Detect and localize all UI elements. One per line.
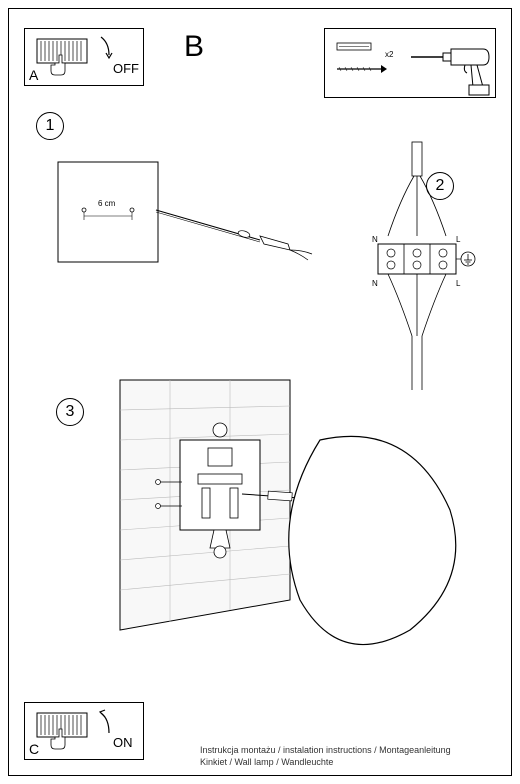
breaker-off-icon bbox=[31, 33, 121, 79]
breaker-on-icon bbox=[31, 707, 121, 753]
tools-box: x2 bbox=[324, 28, 496, 98]
panel-a: A OFF bbox=[24, 28, 144, 86]
footer-line1: Instrukcja montażu / instalation instruc… bbox=[200, 744, 451, 756]
step-1-label: 1 bbox=[46, 117, 55, 135]
footer: Instrukcja montażu / instalation instruc… bbox=[200, 744, 451, 768]
svg-text:L: L bbox=[456, 235, 461, 244]
qty-text: x2 bbox=[385, 50, 394, 59]
svg-text:N: N bbox=[372, 235, 378, 244]
footer-line2: Kinkiet / Wall lamp / Wandleuchte bbox=[200, 756, 451, 768]
step-1-diagram: 6 cm bbox=[40, 150, 340, 290]
step-3-diagram bbox=[70, 370, 490, 670]
on-text: ON bbox=[113, 735, 133, 750]
step-1-circle: 1 bbox=[36, 112, 64, 140]
tools-icon: x2 bbox=[325, 29, 497, 99]
off-text: OFF bbox=[113, 61, 139, 76]
svg-text:L: L bbox=[456, 279, 461, 288]
panel-c: C ON bbox=[24, 702, 144, 760]
svg-text:N: N bbox=[372, 279, 378, 288]
step-2-diagram: N L N L bbox=[350, 140, 490, 400]
panel-b-label: B bbox=[184, 30, 204, 64]
drill-dist-text: 6 cm bbox=[98, 199, 116, 208]
